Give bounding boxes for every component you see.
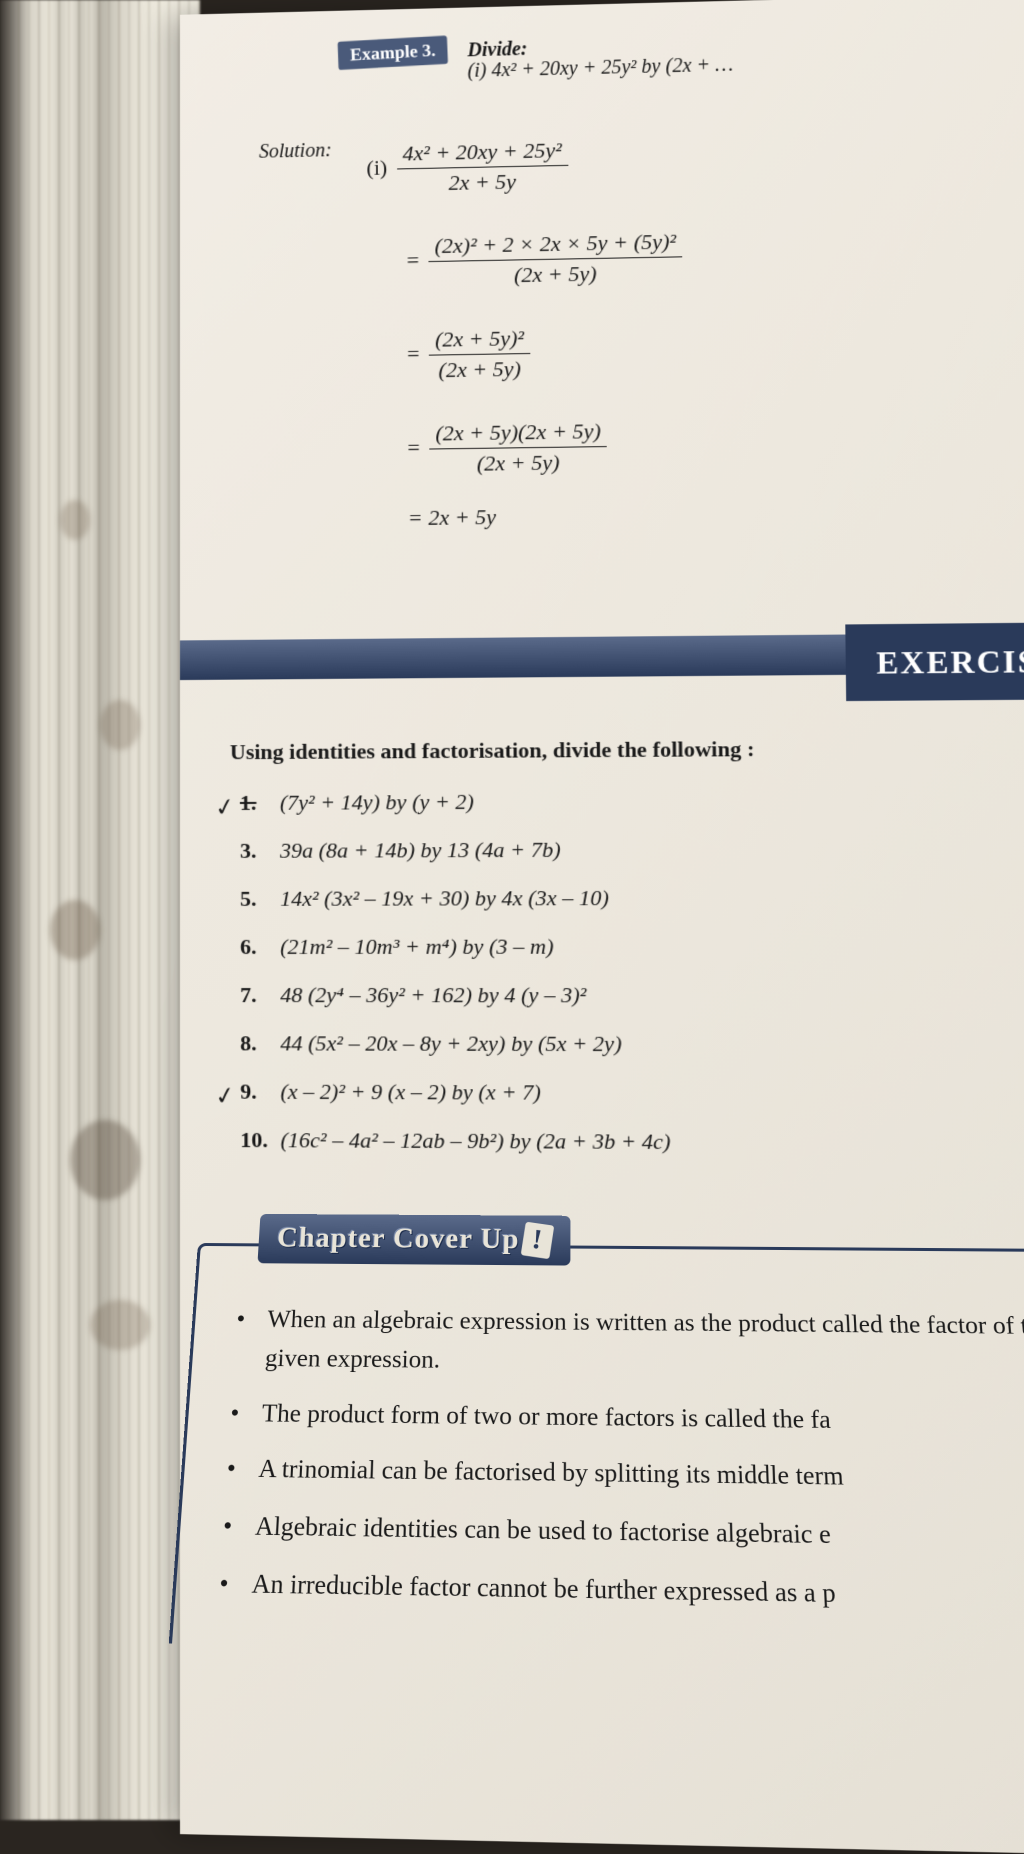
exercise-1: ✓ 1. (7y² + 14y) by (y + 2)	[240, 786, 1024, 816]
example-header: Example 3. Divide: (i) 4x² + 20xy + 25y²…	[338, 23, 1024, 86]
bullet-dot-icon: •	[222, 1505, 257, 1548]
exercise-5: 5. 14x² (3x² – 19x + 30) by 4x (3x – 10)	[240, 884, 1024, 912]
exercise-instruction: Using identities and factorisation, divi…	[230, 734, 1024, 765]
bullet-dot-icon: •	[233, 1300, 269, 1379]
bullet-4: • Algebraic identities can be used to fa…	[222, 1505, 1024, 1560]
exercise-9: ✓ 9. (x – 2)² + 9 (x – 2) by (x + 7)	[240, 1079, 1024, 1108]
solution-line-4: = (2x + 5y)(2x + 5y) (2x + 5y)	[407, 407, 688, 487]
problem-i: (i) 4x² + 20xy + 25y² by (2x + …	[467, 47, 1024, 83]
cover-up-frame: • When an algebraic expression is writte…	[169, 1243, 1024, 1660]
tick-icon: ✓	[213, 1080, 238, 1112]
cover-up-badge: Chapter Cover Up!	[257, 1214, 570, 1266]
bullet-3: • A trinomial can be factorised by split…	[226, 1449, 1024, 1502]
bullet-dot-icon: •	[229, 1393, 263, 1434]
textbook-page: Example 3. Divide: (i) 4x² + 20xy + 25y²…	[180, 0, 1024, 1854]
solution-line-5: = 2x + 5y	[408, 502, 689, 531]
exclaim-icon: !	[521, 1222, 555, 1260]
banner-label: EXERCIS	[845, 623, 1024, 701]
bullet-dot-icon: •	[226, 1449, 260, 1491]
math-working: (i) 4x² + 20xy + 25y² 2x + 5y = (2x)² + …	[366, 107, 689, 549]
solution-label: Solution:	[259, 140, 332, 164]
bullet-dot-icon: •	[218, 1563, 253, 1607]
bullet-5: • An irreducible factor cannot be furthe…	[218, 1563, 1024, 1620]
book-container: Example 3. Divide: (i) 4x² + 20xy + 25y²…	[0, 0, 1024, 1820]
bullet-2: • The product form of two or more factor…	[229, 1393, 1024, 1443]
page-edges	[0, 0, 200, 1820]
solution-line-3: = (2x + 5y)² (2x + 5y)	[407, 313, 688, 394]
exercise-6: 6. (21m² – 10m³ + m⁴) by (3 – m)	[240, 933, 1024, 960]
exercise-10: 10. (16c² – 4a² – 12ab – 9b²) by (2a + 3…	[240, 1127, 1024, 1157]
solution-line-1: (i) 4x² + 20xy + 25y² 2x + 5y	[366, 125, 686, 207]
solution-block: Solution: (i) 4x² + 20xy + 25y² 2x + 5y …	[259, 99, 1024, 550]
exercise-list: ✓ 1. (7y² + 14y) by (y + 2) 3. 39a (8a +…	[240, 786, 1024, 1157]
example-label: Example 3.	[338, 35, 448, 70]
exercise-3: 3. 39a (8a + 14b) by 13 (4a + 7b)	[240, 835, 1024, 864]
exercise-7: 7. 48 (2y⁴ – 36y² + 162) by 4 (y – 3)²	[240, 982, 1024, 1009]
exercise-banner: EXERCIS	[220, 623, 1024, 690]
tick-icon: ✓	[213, 792, 238, 824]
bullet-1: • When an algebraic expression is writte…	[233, 1300, 1024, 1387]
chapter-cover-up: Chapter Cover Up! • When an algebraic ex…	[169, 1214, 1024, 1660]
solution-line-2: = (2x)² + 2 × 2x × 5y + (5y)² (2x + 5y)	[407, 219, 687, 300]
exercise-8: 8. 44 (5x² – 20x – 8y + 2xy) by (5x + 2y…	[240, 1030, 1024, 1058]
divide-heading: Divide:	[467, 38, 527, 61]
bullet-list: • When an algebraic expression is writte…	[218, 1300, 1024, 1620]
